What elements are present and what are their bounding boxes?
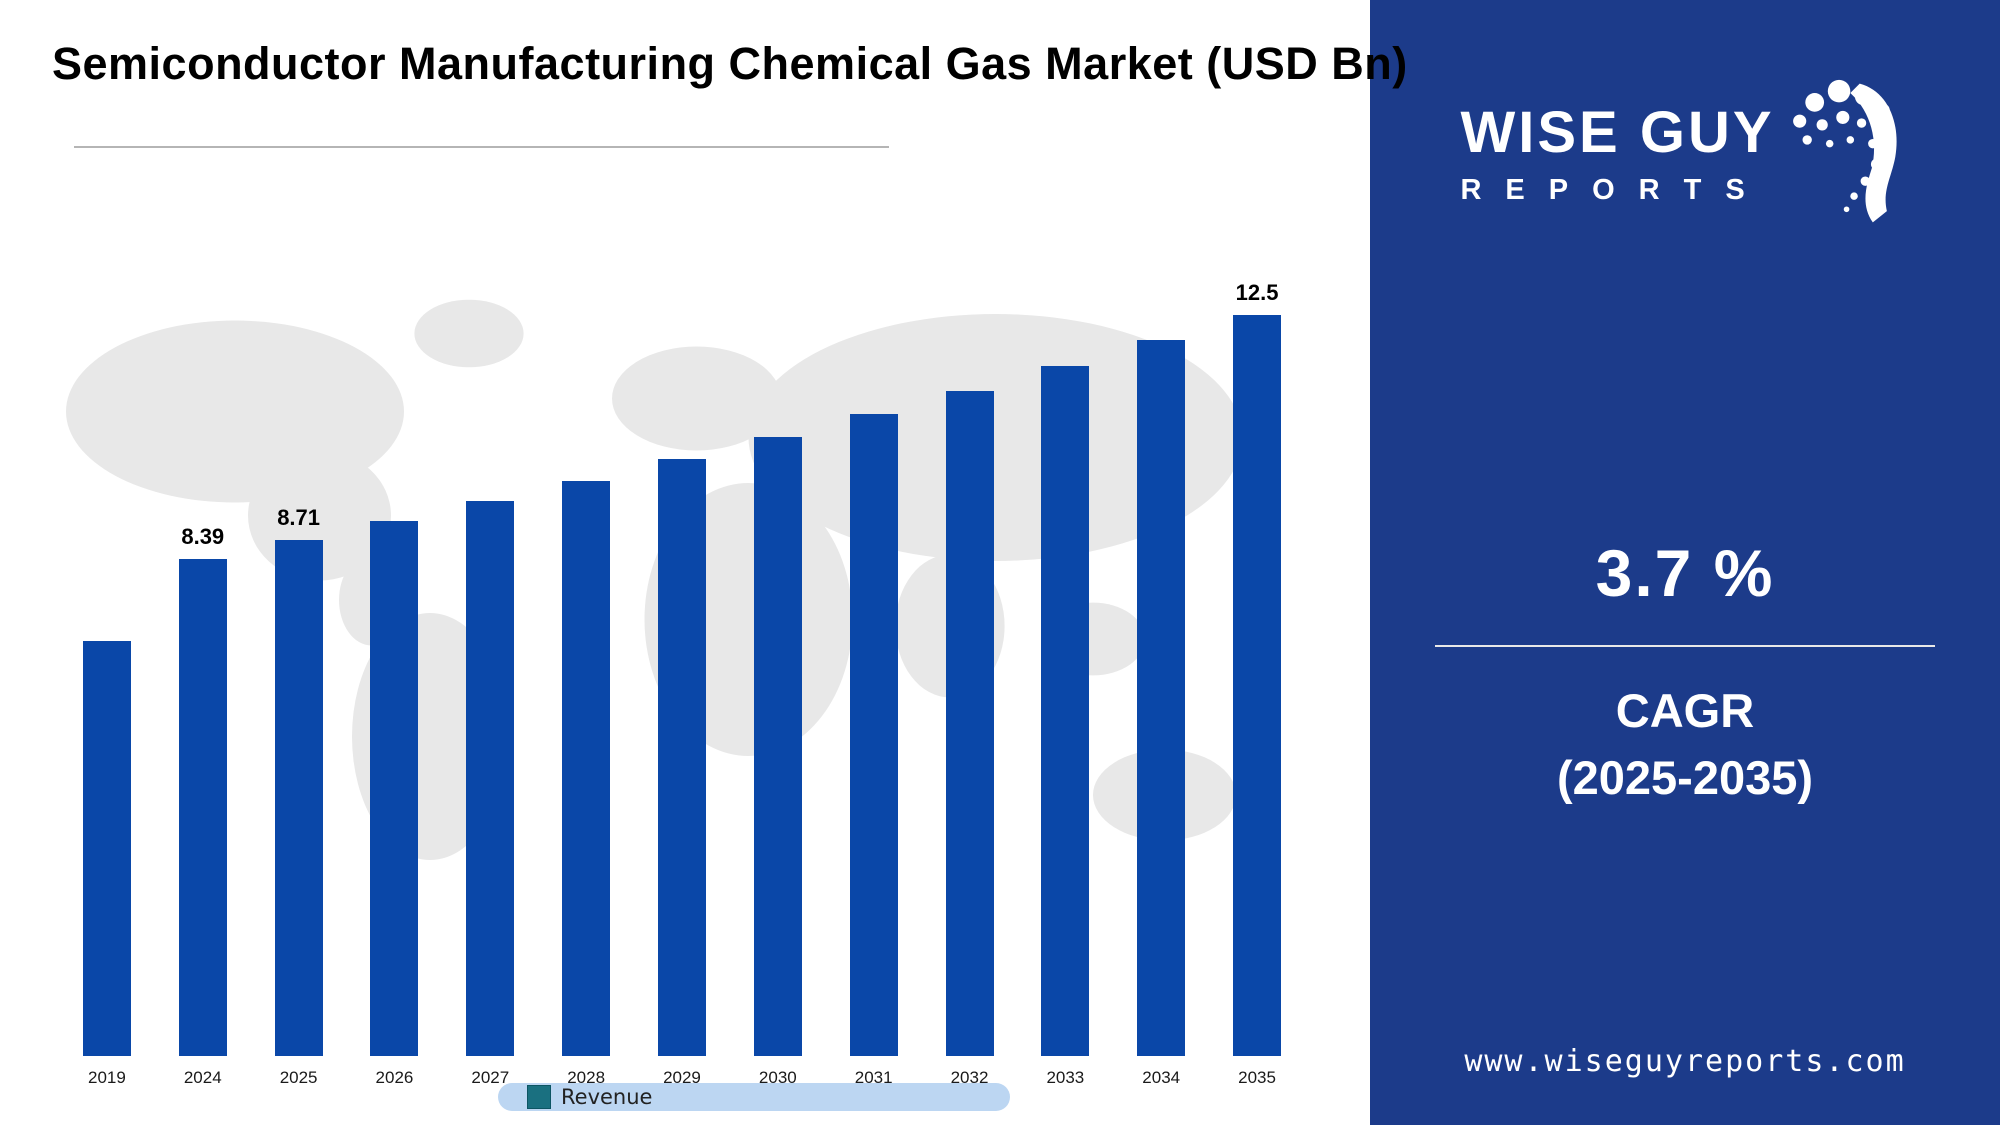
chart-title: Semiconductor Manufacturing Chemical Gas… bbox=[52, 38, 1408, 89]
logo-head-icon bbox=[1792, 79, 1897, 223]
bar bbox=[657, 459, 706, 1056]
bar-column: 2030 bbox=[730, 256, 826, 1088]
bar bbox=[1137, 340, 1186, 1056]
bar-column: 2019 bbox=[59, 256, 155, 1088]
bar-chart: 2019 8.39 2024 8.71 2025 2026 2027 2028 2029 2030… bbox=[59, 256, 1305, 1088]
cagr-value: 3.7 % bbox=[1595, 536, 1775, 610]
chart-scrollbar[interactable] bbox=[498, 1083, 1010, 1111]
cagr-block: 3.7 % CAGR (2025-2035) bbox=[1370, 535, 2000, 805]
bar-column: 2032 bbox=[922, 256, 1018, 1088]
x-axis-label: 2024 bbox=[183, 1068, 222, 1087]
bar bbox=[849, 414, 898, 1056]
bar bbox=[466, 500, 515, 1056]
x-axis-label: 2027 bbox=[471, 1068, 510, 1087]
bar-value-label: 8.71 bbox=[277, 504, 321, 530]
x-axis-label: 2028 bbox=[567, 1068, 606, 1087]
bar bbox=[370, 520, 419, 1056]
bar bbox=[82, 641, 131, 1056]
chart-legend: Revenue bbox=[527, 1085, 652, 1109]
bar-column: 2031 bbox=[826, 256, 922, 1088]
bar-column: 2026 bbox=[347, 256, 443, 1088]
x-axis-label: 2035 bbox=[1238, 1068, 1276, 1087]
cagr-label: CAGR bbox=[1615, 684, 1755, 737]
legend-swatch bbox=[527, 1085, 551, 1109]
x-axis-label: 2026 bbox=[375, 1068, 414, 1087]
brand-panel: WISE GUY REPORTS bbox=[1370, 0, 2000, 1125]
wise-guy-logo: WISE GUY REPORTS bbox=[1370, 78, 2000, 228]
bar-column: 8.39 2024 bbox=[155, 256, 251, 1088]
bar bbox=[945, 390, 994, 1056]
bar-column: 12.5 2035 bbox=[1209, 256, 1305, 1088]
title-underline bbox=[74, 146, 889, 148]
website-url: www.wiseguyreports.com bbox=[1464, 1044, 1906, 1079]
bar bbox=[753, 436, 802, 1056]
bar-column: 2033 bbox=[1017, 256, 1113, 1088]
logo-wise-guy-text: WISE GUY bbox=[1460, 100, 1775, 165]
x-axis-label: 2019 bbox=[88, 1068, 126, 1087]
bar bbox=[178, 558, 227, 1056]
x-axis-label: 2033 bbox=[1046, 1068, 1085, 1087]
bar bbox=[1041, 365, 1090, 1056]
bar bbox=[1233, 315, 1282, 1056]
x-axis-label: 2029 bbox=[663, 1068, 701, 1087]
bar-column: 2029 bbox=[634, 256, 730, 1088]
bar-value-label: 8.39 bbox=[181, 523, 225, 549]
x-axis-label: 2034 bbox=[1142, 1068, 1181, 1087]
bar-column: 8.71 2025 bbox=[251, 256, 347, 1088]
logo-reports-text: REPORTS bbox=[1460, 174, 1769, 206]
panel-divider bbox=[1435, 645, 1935, 647]
bar-column: 2034 bbox=[1113, 256, 1209, 1088]
x-axis-label: 2031 bbox=[854, 1068, 893, 1087]
bar-column: 2028 bbox=[538, 256, 634, 1088]
bar-column: 2027 bbox=[442, 256, 538, 1088]
legend-label: Revenue bbox=[561, 1085, 653, 1109]
cagr-range: (2025-2035) bbox=[1556, 751, 1814, 804]
x-axis-label: 2025 bbox=[279, 1068, 318, 1087]
bar bbox=[274, 539, 323, 1056]
x-axis-label: 2030 bbox=[758, 1068, 797, 1087]
x-axis-label: 2032 bbox=[950, 1068, 989, 1087]
logo-text: WISE GUY REPORTS bbox=[1460, 99, 1774, 207]
bar-value-label: 12.5 bbox=[1235, 280, 1279, 306]
bar bbox=[562, 480, 611, 1056]
